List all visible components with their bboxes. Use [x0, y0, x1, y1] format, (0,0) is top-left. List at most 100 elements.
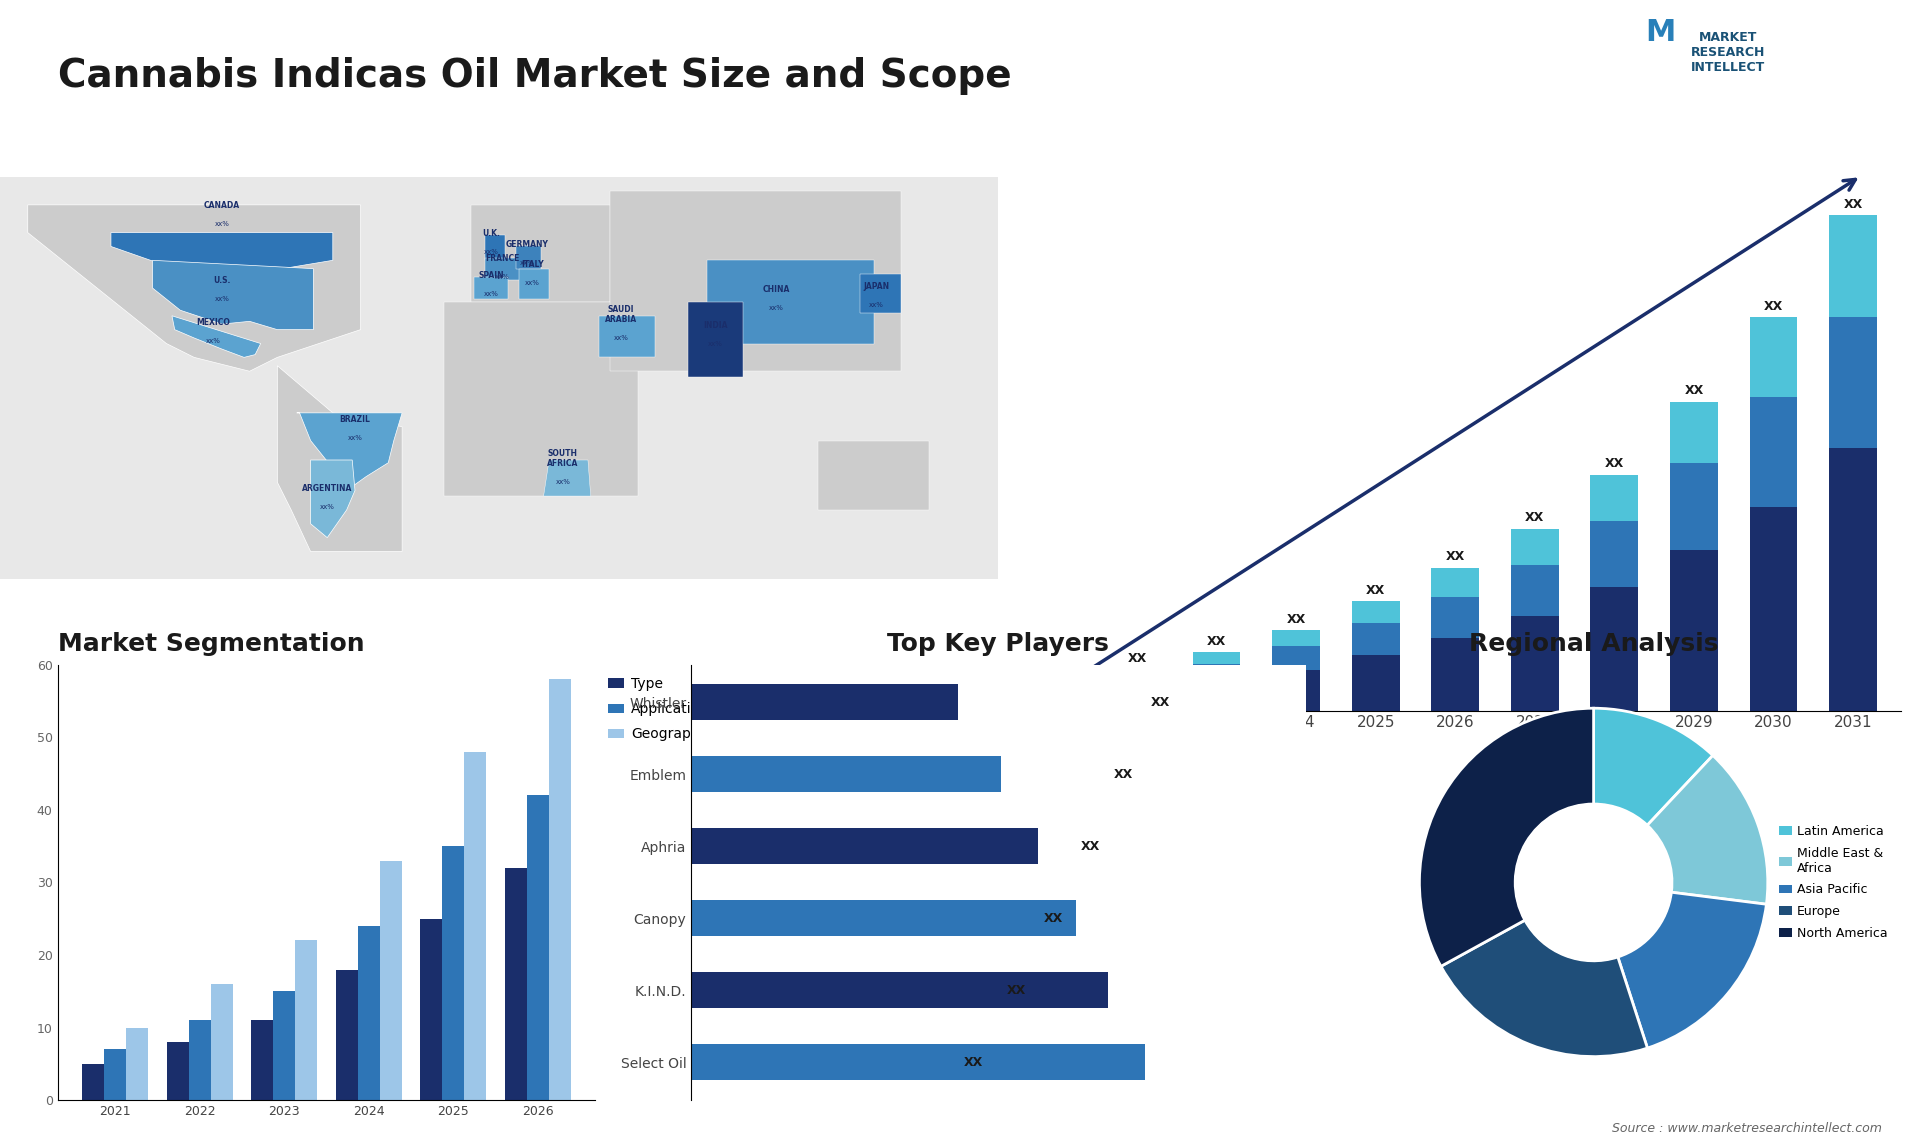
Polygon shape	[111, 233, 332, 274]
Bar	[1192, 682, 1240, 711]
Bar	[1430, 597, 1478, 637]
Bar	[1670, 550, 1718, 711]
Bar	[1273, 646, 1319, 669]
Text: xx%: xx%	[321, 504, 334, 510]
Bar	[1352, 623, 1400, 656]
Bar	[1430, 637, 1478, 711]
Bar	[296, 941, 317, 1100]
Wedge shape	[1619, 893, 1766, 1049]
Bar	[1033, 684, 1081, 689]
Bar	[273, 991, 296, 1100]
Text: xx%: xx%	[708, 340, 724, 347]
Polygon shape	[486, 235, 505, 260]
Bar	[1192, 652, 1240, 664]
Text: SAUDI
ARABIA: SAUDI ARABIA	[605, 305, 637, 324]
Bar	[83, 1063, 104, 1100]
Text: XX: XX	[1048, 667, 1068, 680]
Text: XX: XX	[1006, 984, 1025, 997]
Polygon shape	[860, 274, 900, 313]
Polygon shape	[276, 366, 401, 551]
Bar	[1670, 463, 1718, 550]
Bar	[691, 829, 1039, 864]
Text: XX: XX	[1286, 613, 1306, 626]
Text: xx%: xx%	[495, 274, 509, 280]
Text: MARKET
RESEARCH
INTELLECT: MARKET RESEARCH INTELLECT	[1692, 31, 1764, 74]
Text: xx%: xx%	[348, 435, 363, 441]
Bar	[1511, 565, 1559, 615]
Text: CANADA: CANADA	[204, 202, 240, 211]
Bar	[1830, 448, 1878, 711]
Polygon shape	[518, 268, 549, 299]
Bar	[691, 684, 958, 721]
Bar	[1830, 317, 1878, 448]
Bar	[549, 680, 570, 1100]
Bar	[167, 1042, 188, 1100]
Legend: Latin America, Middle East &
Africa, Asia Pacific, Europe, North America: Latin America, Middle East & Africa, Asi…	[1774, 819, 1893, 945]
Bar	[211, 984, 232, 1100]
Bar	[1352, 656, 1400, 711]
Bar	[1033, 696, 1081, 711]
Text: XX: XX	[1044, 912, 1064, 925]
Polygon shape	[173, 316, 261, 358]
Title: Regional Analysis: Regional Analysis	[1469, 631, 1718, 656]
Bar	[1114, 677, 1162, 689]
Bar	[1511, 528, 1559, 565]
Bar	[1114, 669, 1162, 677]
Bar	[1192, 664, 1240, 682]
Polygon shape	[27, 205, 361, 371]
Bar	[1749, 507, 1797, 711]
Text: SOUTH
AFRICA: SOUTH AFRICA	[547, 449, 578, 469]
Polygon shape	[444, 301, 637, 496]
Bar	[1033, 689, 1081, 696]
Polygon shape	[818, 440, 929, 510]
Text: Source : www.marketresearchintellect.com: Source : www.marketresearchintellect.com	[1611, 1122, 1882, 1135]
Text: XX: XX	[1684, 384, 1703, 398]
Bar	[104, 1050, 127, 1100]
Text: xx%: xx%	[524, 280, 540, 285]
Polygon shape	[311, 460, 355, 537]
Bar	[1273, 630, 1319, 646]
Text: Market Segmentation: Market Segmentation	[58, 631, 365, 656]
Text: xx%: xx%	[484, 249, 499, 256]
Text: CHINA: CHINA	[762, 284, 791, 293]
Bar	[127, 1028, 148, 1100]
Text: Cannabis Indicas Oil Market Size and Scope: Cannabis Indicas Oil Market Size and Sco…	[58, 57, 1012, 95]
Bar	[1590, 587, 1638, 711]
Polygon shape	[543, 460, 591, 496]
Text: U.K.: U.K.	[482, 229, 499, 238]
Text: xx%: xx%	[555, 479, 570, 486]
Bar	[188, 1020, 211, 1100]
Text: xx%: xx%	[205, 338, 221, 344]
Bar	[380, 861, 401, 1100]
Polygon shape	[707, 260, 874, 344]
Text: ARGENTINA: ARGENTINA	[301, 485, 353, 493]
Text: XX: XX	[1365, 584, 1384, 597]
Text: M: M	[1645, 17, 1676, 47]
Bar	[691, 973, 1108, 1008]
Text: xx%: xx%	[870, 301, 883, 308]
Circle shape	[1515, 804, 1672, 960]
Wedge shape	[1594, 708, 1713, 825]
Bar	[1590, 521, 1638, 587]
Polygon shape	[298, 413, 401, 490]
Bar	[526, 795, 549, 1100]
Bar	[1273, 669, 1319, 711]
Wedge shape	[1440, 920, 1647, 1057]
Polygon shape	[472, 205, 611, 301]
Bar	[691, 901, 1075, 936]
Bar	[357, 926, 380, 1100]
Text: XX: XX	[1524, 511, 1544, 524]
FancyBboxPatch shape	[0, 178, 998, 579]
Bar	[1830, 215, 1878, 317]
Text: BRAZIL: BRAZIL	[340, 415, 371, 424]
Text: XX: XX	[1081, 840, 1100, 853]
Text: XX: XX	[1127, 652, 1146, 666]
Polygon shape	[611, 191, 900, 371]
Bar	[691, 1044, 1146, 1081]
Text: XX: XX	[1605, 457, 1624, 470]
Bar	[252, 1020, 273, 1100]
Text: MEXICO: MEXICO	[196, 317, 230, 327]
Wedge shape	[1647, 755, 1768, 904]
Bar	[442, 846, 465, 1100]
Text: INDIA: INDIA	[703, 321, 728, 330]
